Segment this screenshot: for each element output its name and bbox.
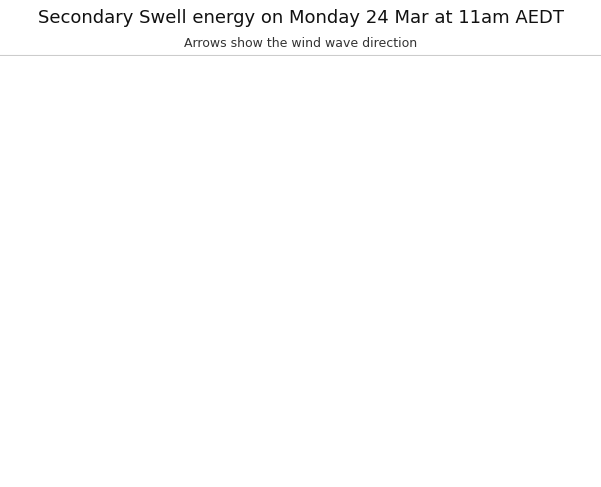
Text: Arrows show the wind wave direction: Arrows show the wind wave direction — [184, 37, 417, 50]
Text: Secondary Swell energy on Monday 24 Mar at 11am AEDT: Secondary Swell energy on Monday 24 Mar … — [37, 9, 564, 27]
Text: cartopy required: cartopy required — [243, 264, 358, 279]
